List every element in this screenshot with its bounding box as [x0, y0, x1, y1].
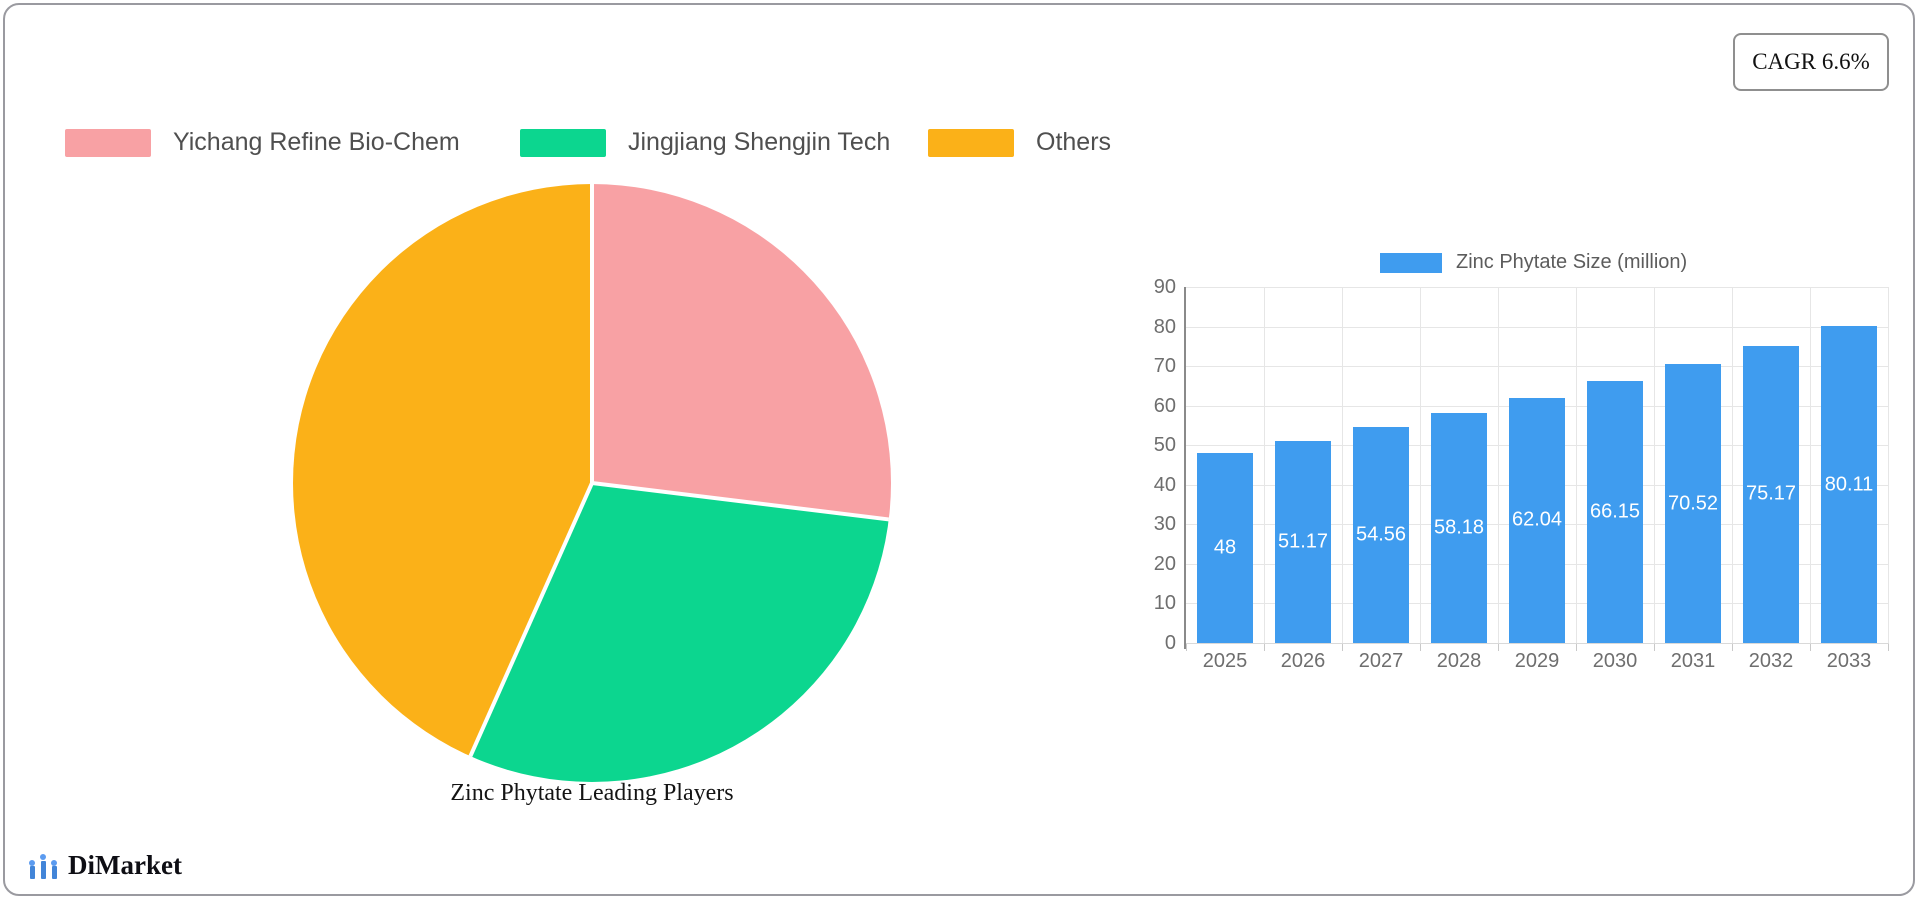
gridline-vertical	[1342, 287, 1343, 643]
bar-legend-swatch	[1380, 253, 1442, 273]
bar-2032[interactable]: 75.17	[1743, 345, 1799, 643]
pie-legend-label: Yichang Refine Bio-Chem	[173, 128, 460, 156]
x-axis-tick	[1810, 644, 1811, 651]
brand-name: DiMarket	[68, 850, 182, 880]
x-axis-tick	[1342, 644, 1343, 651]
y-axis-tick-label: 10	[1153, 592, 1176, 615]
gridline-vertical	[1810, 287, 1811, 643]
pie-legend-item-yichang[interactable]: Yichang Refine Bio-Chem	[65, 128, 460, 157]
bar-value-label: 62.04	[1511, 508, 1563, 531]
x-axis-category-label: 2025	[1202, 650, 1248, 672]
pie-legend-item-others[interactable]: Others	[928, 128, 1111, 157]
y-axis-tick-label: 70	[1153, 355, 1176, 378]
bar-2031[interactable]: 70.52	[1665, 364, 1721, 643]
gridline-vertical	[1732, 287, 1733, 643]
bar-value-label: 54.56	[1355, 523, 1407, 546]
gridline-vertical	[1420, 287, 1421, 643]
bar-value-label: 70.52	[1667, 492, 1719, 515]
brand-logo[interactable]: DiMarket	[28, 850, 182, 881]
x-axis-tick	[1654, 644, 1655, 651]
bar-2028[interactable]: 58.18	[1431, 412, 1487, 643]
bar-2026[interactable]: 51.17	[1275, 440, 1331, 643]
bar-value-label: 75.17	[1745, 482, 1797, 505]
bar-legend-label[interactable]: Zinc Phytate Size (million)	[1456, 251, 1688, 273]
x-axis-category-label: 2026	[1280, 650, 1326, 672]
bar-value-label: 80.11	[1824, 473, 1874, 496]
bar-2025[interactable]: 48	[1197, 453, 1253, 643]
legend-swatch-pink	[65, 128, 151, 157]
x-axis-category-label: 2027	[1358, 650, 1404, 672]
y-axis-tick-label: 90	[1153, 276, 1176, 298]
gridline-horizontal	[1186, 287, 1888, 288]
x-axis-tick	[1732, 644, 1733, 651]
gridline-vertical	[1264, 287, 1265, 643]
bar-value-label: 51.17	[1277, 530, 1329, 553]
x-axis-category-label: 2032	[1748, 650, 1794, 672]
y-axis-tick-label: 40	[1153, 473, 1176, 496]
bar-2030[interactable]: 66.15	[1587, 381, 1643, 643]
gridline-horizontal	[1186, 366, 1888, 368]
x-axis-tick	[1420, 644, 1421, 651]
gridline-vertical	[1888, 287, 1889, 643]
bar-value-label: 58.18	[1433, 516, 1485, 539]
y-axis-tick-label: 50	[1153, 434, 1176, 457]
legend-swatch-green	[520, 128, 606, 157]
pie-legend-label: Jingjiang Shengjin Tech	[628, 128, 891, 156]
y-axis-tick-label: 80	[1153, 315, 1176, 338]
gridline-vertical	[1498, 287, 1499, 643]
x-axis-tick	[1264, 644, 1265, 651]
y-axis-tick-label: 0	[1164, 632, 1176, 654]
pie-legend-item-jingjiang[interactable]: Jingjiang Shengjin Tech	[520, 128, 890, 157]
gridline-vertical	[1654, 287, 1655, 643]
cagr-badge-label: CAGR 6.6%	[1752, 49, 1870, 74]
cagr-badge: CAGR 6.6%	[1733, 33, 1889, 91]
bar-value-label: 66.15	[1589, 500, 1641, 523]
x-axis-tick	[1888, 644, 1889, 651]
x-axis-category-label: 2028	[1436, 650, 1482, 672]
gridline-horizontal	[1186, 326, 1888, 328]
x-axis-tick	[1186, 644, 1187, 651]
pie-chart-title: Zinc Phytate Leading Players	[450, 780, 734, 806]
bar-2027[interactable]: 54.56	[1353, 427, 1409, 643]
bar-2029[interactable]: 62.04	[1509, 397, 1565, 643]
pie-slice-divider	[590, 184, 594, 483]
y-axis-line	[1184, 287, 1186, 649]
bar-2033[interactable]: 80.11	[1821, 326, 1877, 643]
x-axis-tick	[1498, 644, 1499, 651]
y-axis-tick-label: 30	[1153, 513, 1176, 536]
x-axis-category-label: 2030	[1592, 650, 1638, 672]
legend-swatch-orange	[928, 128, 1014, 157]
x-axis-tick	[1576, 644, 1577, 651]
x-axis-line	[1186, 643, 1889, 644]
x-axis-category-label: 2031	[1670, 650, 1716, 672]
x-axis-category-label: 2029	[1514, 650, 1560, 672]
x-axis-category-label: 2033	[1826, 650, 1872, 672]
y-axis-tick-label: 20	[1153, 552, 1176, 575]
y-axis-tick-label: 60	[1153, 394, 1176, 417]
gridline-vertical	[1576, 287, 1577, 643]
bar-chart-icon	[28, 851, 60, 881]
pie-legend-label: Others	[1036, 128, 1112, 156]
bar-value-label: 48	[1213, 536, 1237, 559]
